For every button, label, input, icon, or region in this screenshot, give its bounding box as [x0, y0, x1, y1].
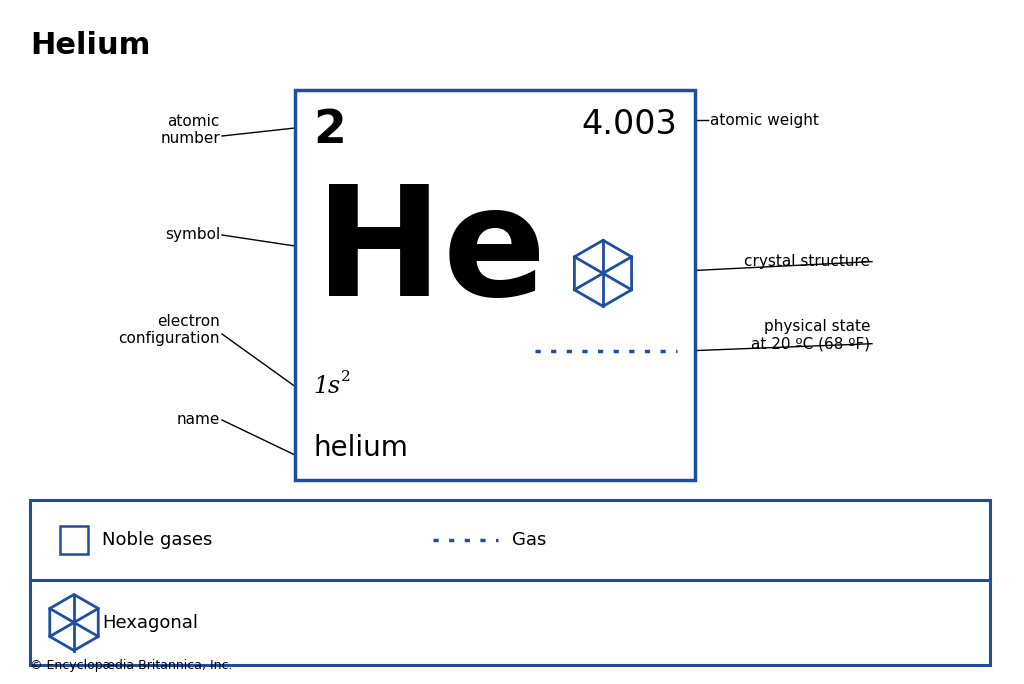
Text: physical state
at 20 ºC (68 ºF): physical state at 20 ºC (68 ºF) [751, 319, 870, 352]
Text: crystal structure: crystal structure [744, 254, 870, 269]
Text: symbol: symbol [165, 228, 220, 243]
Text: 4.003: 4.003 [582, 108, 677, 141]
Text: Gas: Gas [512, 531, 547, 549]
Bar [30, 500, 990, 665]
Text: atomic
number: atomic number [160, 114, 220, 146]
Bar [60, 526, 88, 554]
Text: 2: 2 [341, 371, 351, 384]
Bar [295, 90, 695, 480]
Text: © Encyclopædia Britannica, Inc.: © Encyclopædia Britannica, Inc. [30, 659, 232, 672]
Text: 1s: 1s [313, 375, 340, 398]
Text: Hexagonal: Hexagonal [102, 614, 198, 631]
Text: Noble gases: Noble gases [102, 531, 212, 549]
Text: atomic weight: atomic weight [710, 112, 819, 127]
Text: He: He [315, 179, 547, 328]
Text: 2: 2 [313, 108, 346, 153]
Text: Helium: Helium [30, 31, 151, 60]
Text: electron
configuration: electron configuration [119, 314, 220, 346]
Text: name: name [176, 412, 220, 428]
Text: helium: helium [313, 434, 408, 462]
